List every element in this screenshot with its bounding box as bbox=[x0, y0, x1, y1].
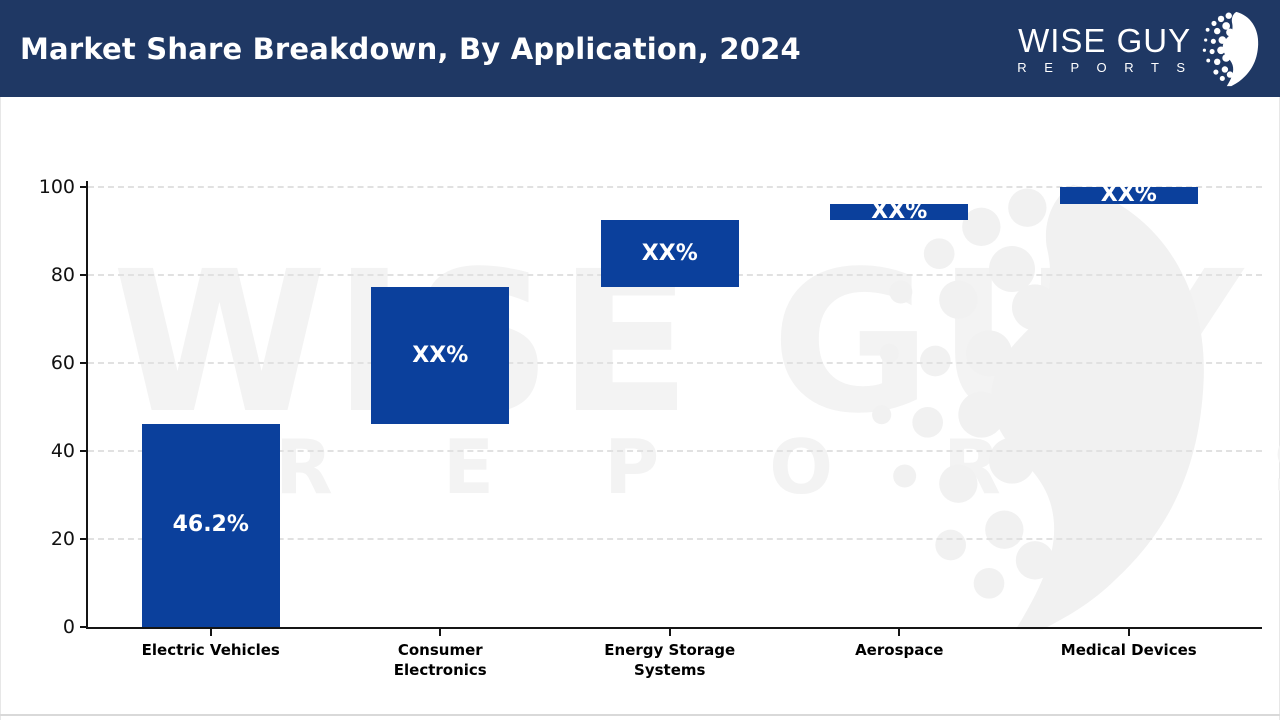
x-axis-category-label-medical-devices: Medical Devices bbox=[1060, 641, 1197, 659]
y-axis-tick-label-20: 20 bbox=[50, 528, 75, 550]
y-axis-tick-mark bbox=[80, 538, 87, 540]
logo-face-icon bbox=[1202, 11, 1259, 86]
x-axis-category-label-energy-storage-systems: Energy Storage Systems bbox=[604, 641, 736, 679]
logo-wordmark: WISE GUY R E P O R T S bbox=[1017, 24, 1192, 74]
y-axis-tick-label-100: 100 bbox=[38, 176, 75, 198]
logo-brand-subtitle: R E P O R T S bbox=[1017, 59, 1192, 75]
y-axis-tick-mark bbox=[80, 450, 87, 452]
waterfall-chart: WISE GUY R E P O R T S 46.2% XX% XX% XX% XX%… bbox=[0, 97, 1280, 720]
y-axis-tick-label-80: 80 bbox=[50, 264, 75, 286]
x-axis-tick-mark bbox=[1127, 629, 1130, 636]
x-axis-tick-mark bbox=[439, 629, 442, 636]
bar-value-label-consumer-electronics: XX% bbox=[412, 342, 469, 368]
footer-divider bbox=[0, 714, 1280, 716]
x-axis-category-label-consumer-electronics: Consumer Electronics bbox=[393, 641, 487, 679]
bar-electric-vehicles: 46.2% bbox=[141, 423, 280, 627]
x-axis-line bbox=[86, 627, 1262, 629]
axes-layer: 0 20 40 60 80 100 Electric Vehicles Consumer El… bbox=[0, 97, 1280, 720]
x-axis-category-label-aerospace: Aerospace bbox=[855, 641, 944, 659]
bar-energy-storage-systems: XX% bbox=[600, 220, 739, 288]
bar-aerospace: XX% bbox=[830, 199, 969, 225]
y-axis-tick-mark bbox=[80, 362, 87, 364]
bar-value-label-electric-vehicles: 46.2% bbox=[172, 512, 249, 538]
y-axis-tick-label-0: 0 bbox=[62, 616, 75, 638]
logo-brand-name: WISE GUY bbox=[1018, 21, 1192, 59]
gridline-20 bbox=[88, 538, 1262, 540]
y-axis-tick-label-40: 40 bbox=[50, 440, 75, 462]
y-axis-tick-mark bbox=[80, 626, 87, 628]
y-axis-line bbox=[86, 181, 88, 629]
page-title: Market Share Breakdown, By Application, … bbox=[20, 31, 801, 66]
bar-value-label-aerospace: XX% bbox=[871, 199, 928, 225]
bars-layer: 46.2% XX% XX% XX% XX% bbox=[0, 97, 1280, 720]
x-axis-category-label-electric-vehicles: Electric Vehicles bbox=[141, 641, 280, 659]
y-axis-tick-mark bbox=[80, 186, 87, 188]
wise-guy-logo: WISE GUY R E P O R T S bbox=[1017, 10, 1262, 88]
y-axis-tick-label-60: 60 bbox=[50, 352, 75, 374]
gridline-100 bbox=[88, 186, 1262, 188]
x-axis-tick-mark bbox=[668, 629, 671, 636]
x-axis-tick-mark bbox=[898, 629, 901, 636]
gridline-60 bbox=[88, 362, 1262, 364]
x-axis-tick-mark bbox=[209, 629, 212, 636]
y-axis-tick-mark bbox=[80, 274, 87, 276]
bar-value-label-energy-storage-systems: XX% bbox=[641, 240, 698, 266]
header-banner: Market Share Breakdown, By Application, … bbox=[0, 0, 1280, 97]
gridline-40 bbox=[88, 450, 1262, 452]
bar-consumer-electronics: XX% bbox=[371, 287, 510, 424]
